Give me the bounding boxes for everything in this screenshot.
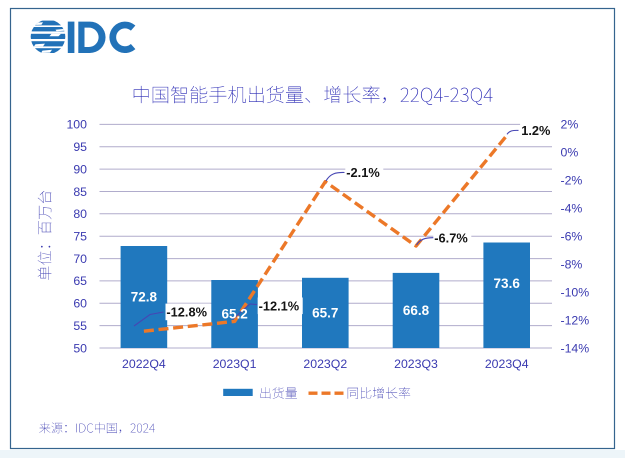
svg-text:2023Q4: 2023Q4 xyxy=(485,357,529,371)
svg-text:-4%: -4% xyxy=(561,202,583,216)
svg-text:75: 75 xyxy=(73,230,87,244)
svg-text:60: 60 xyxy=(73,297,87,311)
svg-text:0%: 0% xyxy=(561,146,579,160)
svg-text:-2%: -2% xyxy=(561,174,583,188)
svg-text:85: 85 xyxy=(73,185,87,199)
svg-text:2%: 2% xyxy=(561,118,579,132)
svg-text:55: 55 xyxy=(73,319,87,333)
svg-text:2023Q2: 2023Q2 xyxy=(303,357,347,371)
svg-text:72.8: 72.8 xyxy=(131,290,158,305)
svg-text:2022Q4: 2022Q4 xyxy=(122,357,166,371)
svg-text:-10%: -10% xyxy=(561,285,590,299)
svg-text:65: 65 xyxy=(73,274,87,288)
svg-text:65.7: 65.7 xyxy=(312,306,338,321)
svg-text:2023Q3: 2023Q3 xyxy=(394,357,438,371)
svg-text:-12%: -12% xyxy=(561,313,590,327)
svg-text:-6.7%: -6.7% xyxy=(434,230,468,245)
svg-text:-12.8%: -12.8% xyxy=(166,305,207,320)
svg-text:-14%: -14% xyxy=(561,341,590,355)
svg-text:2023Q1: 2023Q1 xyxy=(213,357,257,371)
svg-text:1.2%: 1.2% xyxy=(521,123,551,138)
svg-text:65.2: 65.2 xyxy=(221,307,247,322)
svg-text:70: 70 xyxy=(73,252,87,266)
svg-text:-12.1%: -12.1% xyxy=(259,298,300,313)
svg-text:80: 80 xyxy=(73,207,87,221)
svg-text:73.6: 73.6 xyxy=(494,276,521,291)
svg-text:100: 100 xyxy=(66,118,87,132)
svg-text:50: 50 xyxy=(73,341,87,355)
svg-text:-6%: -6% xyxy=(561,230,583,244)
svg-text:90: 90 xyxy=(73,162,87,176)
svg-text:-8%: -8% xyxy=(561,257,583,271)
svg-text:66.8: 66.8 xyxy=(403,303,430,318)
svg-text:-2.1%: -2.1% xyxy=(346,165,380,180)
svg-text:95: 95 xyxy=(73,140,87,154)
